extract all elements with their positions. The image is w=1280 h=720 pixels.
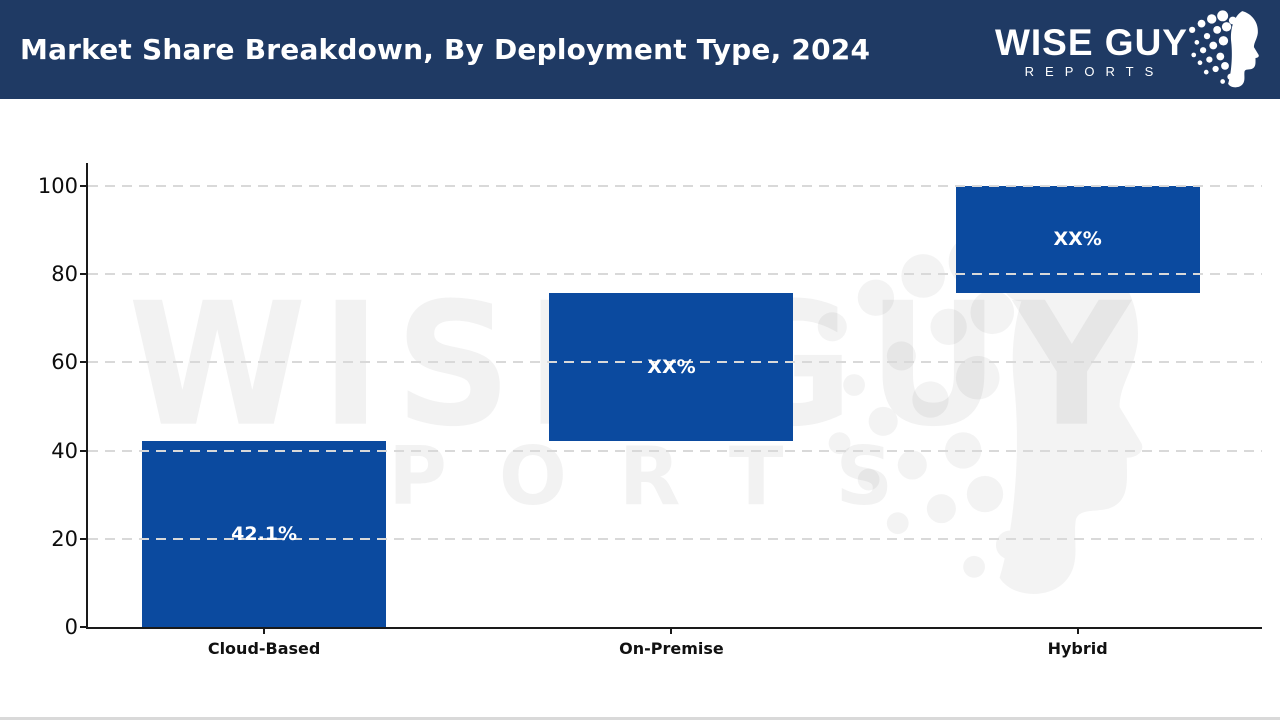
x-axis-tick-mark [263, 628, 266, 634]
logo-wordmark: WISE GUY [994, 22, 1188, 63]
y-axis-tick-label: 80 [51, 262, 78, 287]
x-axis-spine [86, 627, 1262, 629]
y-axis-tick-mark [80, 449, 87, 452]
bar-segment [549, 292, 794, 442]
x-axis-tick-mark [670, 628, 673, 634]
wise-guy-reports-logo: WISE GUY REPORTS [995, 7, 1268, 95]
logo-subtext: REPORTS [1024, 64, 1165, 79]
y-axis-tick-label: 0 [64, 615, 78, 639]
y-axis-spine [86, 163, 88, 629]
y-axis-tick-mark [80, 626, 87, 628]
y-axis-tick-mark [80, 185, 87, 187]
y-axis-tick-label: 60 [51, 350, 78, 375]
y-axis-tick-mark [80, 361, 87, 364]
y-axis-tick-mark [80, 273, 87, 276]
y-axis-tick-label: 40 [51, 438, 78, 463]
y-gridline [88, 537, 1262, 540]
x-axis-category-label: Cloud-Based [207, 639, 321, 658]
bar-segment [142, 441, 387, 627]
logo-text: WISE GUY REPORTS [994, 22, 1188, 80]
y-axis-tick-label: 20 [51, 526, 78, 551]
y-axis-tick-mark [80, 537, 87, 540]
x-axis-tick-mark [1076, 628, 1079, 634]
dotted-face-icon [1189, 10, 1259, 88]
y-gridline [88, 273, 1262, 276]
bar-value-label: 42.1% [231, 523, 298, 546]
footer-divider [0, 717, 1280, 720]
x-axis-category-label: Hybrid [1047, 639, 1108, 658]
x-axis-category-label: On-Premise [619, 639, 724, 658]
y-gridline [88, 449, 1262, 452]
bar-value-label: XX% [1053, 228, 1102, 251]
bar-value-label: XX% [647, 356, 696, 379]
y-gridline [88, 361, 1262, 364]
y-gridline [88, 185, 1262, 187]
header-bar: Market Share Breakdown, By Deployment Ty… [0, 0, 1280, 99]
y-axis-tick-label: 100 [37, 174, 78, 198]
chart-title: Market Share Breakdown, By Deployment Ty… [20, 33, 871, 66]
